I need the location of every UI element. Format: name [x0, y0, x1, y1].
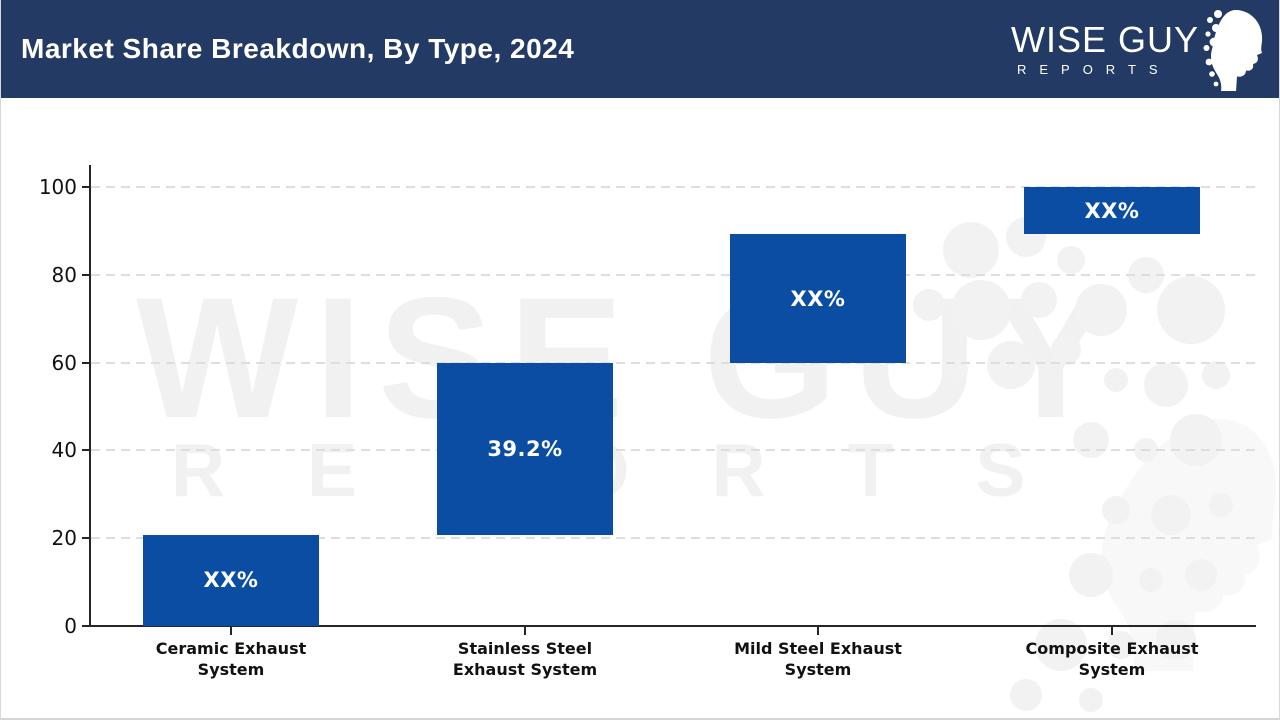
x-tick-3: [1111, 627, 1113, 635]
bar-3: XX%: [1024, 187, 1200, 235]
header-bar: Market Share Breakdown, By Type, 2024 WI…: [1, 0, 1279, 98]
y-tick-0: [82, 625, 90, 627]
page-title: Market Share Breakdown, By Type, 2024: [21, 33, 575, 64]
bar-value-label-2: XX%: [790, 286, 846, 311]
y-tick-100: [82, 186, 90, 188]
gridline-100: [91, 186, 1256, 188]
watermark-wordmark: WISE GUY: [136, 262, 1125, 454]
y-tick-label-80: 80: [51, 262, 77, 287]
y-tick-20: [82, 537, 90, 540]
gridline-20: [91, 537, 1256, 540]
y-axis-line: [89, 165, 91, 627]
x-tick-2: [817, 627, 819, 635]
logo-subtext: REPORTS: [1016, 62, 1171, 77]
watermark-head-icon: [913, 217, 1276, 712]
y-tick-label-20: 20: [51, 526, 77, 551]
x-category-label-0: Ceramic Exhaust System: [155, 639, 307, 679]
x-category-label-3: Composite Exhaust System: [1025, 639, 1199, 679]
y-tick-label-60: 60: [51, 350, 77, 375]
y-tick-label-100: 100: [38, 175, 77, 199]
y-tick-40: [82, 449, 90, 452]
brand-logo: WISE GUY REPORTS: [1011, 6, 1267, 92]
x-category-label-1: Stainless Steel Exhaust System: [452, 639, 598, 679]
x-tick-1: [524, 627, 526, 635]
gridline-60: [91, 361, 1256, 364]
y-tick-label-0: 0: [64, 614, 77, 638]
y-tick-label-40: 40: [51, 438, 77, 463]
bar-0: XX%: [143, 534, 319, 626]
gridline-80: [91, 273, 1256, 276]
bar-2: XX%: [730, 234, 906, 363]
x-axis-line: [89, 625, 1256, 627]
bar-1: 39.2%: [437, 362, 613, 535]
logo-wordmark: WISE GUY: [1010, 19, 1199, 60]
y-tick-60: [82, 361, 90, 364]
y-tick-80: [82, 273, 90, 276]
brand-logo-text: WISE GUY REPORTS: [1010, 19, 1199, 78]
x-category-label-2: Mild Steel Exhaust System: [734, 639, 902, 679]
x-tick-0: [230, 627, 232, 635]
bar-value-label-0: XX%: [203, 568, 259, 593]
gridline-40: [91, 449, 1256, 452]
bar-value-label-3: XX%: [1084, 198, 1140, 223]
logo-face-icon: [1203, 9, 1263, 91]
bar-value-label-1: 39.2%: [487, 436, 563, 461]
